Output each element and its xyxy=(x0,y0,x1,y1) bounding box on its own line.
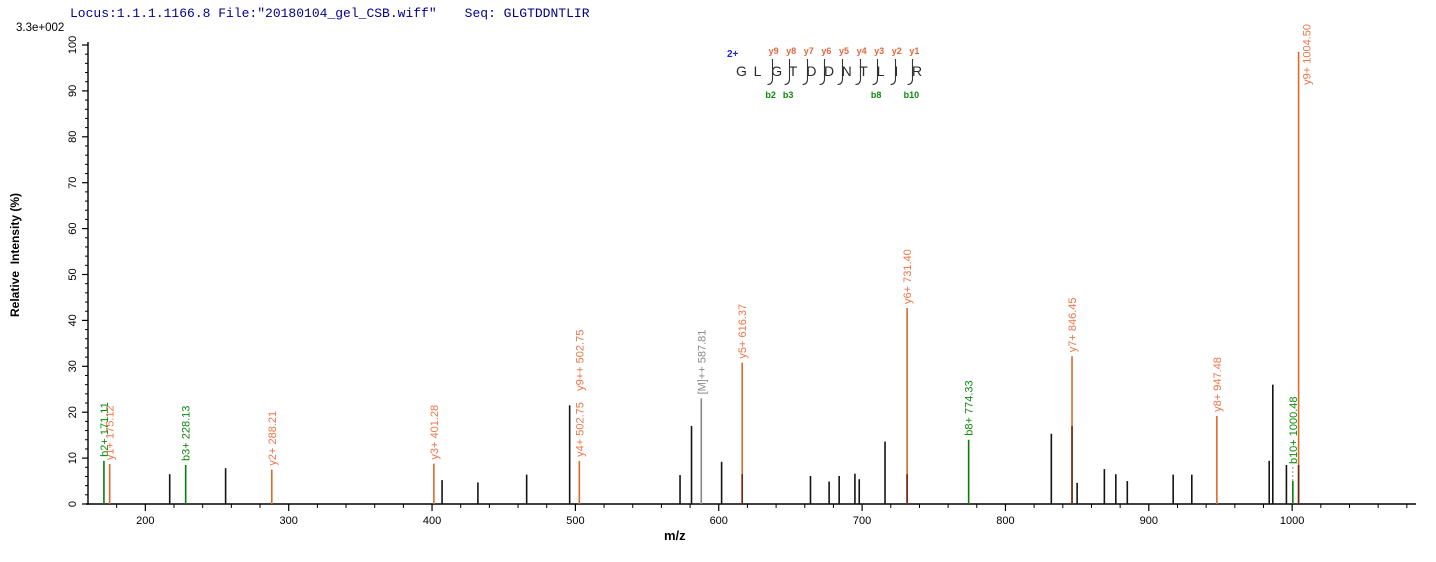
y-tick-label: 70 xyxy=(67,177,79,189)
residue-3-G: G xyxy=(771,63,783,79)
y-tick-label: 90 xyxy=(67,85,79,97)
y-ion-label-y9: y9 xyxy=(768,46,779,56)
residue-1-G: G xyxy=(736,63,747,79)
residue-9-L: L xyxy=(876,63,885,79)
y-ion-label-y4: y4 xyxy=(856,46,867,56)
y-ion-label-y1: y1 xyxy=(909,46,920,56)
peak-label: y7+ 846.45 xyxy=(1067,297,1079,352)
fragment-slash-icon xyxy=(784,59,791,86)
fragmentation-mark xyxy=(766,58,775,91)
fragment-slash-icon xyxy=(819,59,826,86)
peak-label: y6+ 731.40 xyxy=(902,249,914,304)
y-tick-label: 40 xyxy=(67,314,79,326)
fragment-slash-icon xyxy=(802,59,808,86)
residue-2-L: L xyxy=(753,63,762,79)
residue-7-N: N xyxy=(841,63,852,79)
peak-label: y4+ 502.75 xyxy=(574,402,586,457)
y-tick-label: 60 xyxy=(67,222,79,234)
y-tick-label: 30 xyxy=(67,360,79,372)
y-ion-label-y3: y3 xyxy=(874,46,885,56)
x-tick-label: 1000 xyxy=(1280,515,1304,527)
x-tick-label: 400 xyxy=(423,515,441,527)
fragmentation-mark xyxy=(854,58,863,91)
x-tick-label: 300 xyxy=(280,515,298,527)
x-tick-label: 200 xyxy=(136,515,154,527)
y-tick-label: 50 xyxy=(67,268,79,280)
y-tick-label: 80 xyxy=(67,131,79,143)
peak-label: y1+ 175.12 xyxy=(105,405,117,460)
precursor-charge-label: 2+ xyxy=(727,49,739,60)
residue-6-D: D xyxy=(824,63,835,79)
residue-8-T: T xyxy=(859,63,868,79)
y-ion-label-y8: y8 xyxy=(786,46,797,56)
fragmentation-mark xyxy=(889,58,898,91)
peak-label-secondary: y9++ 502.75 xyxy=(574,330,586,391)
peak-label: b8+ 774.33 xyxy=(964,380,976,435)
b-ion-label-b10: b10 xyxy=(903,90,920,100)
y-tick-label: 100 xyxy=(67,36,79,54)
fragmentation-mark xyxy=(871,58,880,91)
x-tick-label: 800 xyxy=(996,515,1014,527)
y-ion-label-y2: y2 xyxy=(891,46,902,56)
y-tick-label: 0 xyxy=(67,501,79,507)
peak-label: y9+ 1004.50 xyxy=(1302,24,1314,85)
fragmentation-mark xyxy=(836,58,845,91)
b-ion-label-b8: b8 xyxy=(870,90,882,100)
y-tick-label: 10 xyxy=(67,452,79,464)
peak-label: [M]++ 587.81 xyxy=(696,330,708,395)
y-tick-label: 20 xyxy=(67,406,79,418)
fragment-slash-icon xyxy=(890,59,896,86)
peak-label: b2+ 171.11 xyxy=(99,402,111,457)
fragment-slash-icon xyxy=(855,59,861,86)
b-ion-label-b3: b3 xyxy=(782,90,794,100)
b-ion-label-b2: b2 xyxy=(765,90,776,100)
peak-label: y5+ 616.37 xyxy=(737,304,749,359)
header: Locus:1.1.1.1166.8 File:"20180104_gel_CS… xyxy=(70,6,590,21)
peak-label: y2+ 288.21 xyxy=(267,411,279,466)
fragment-slash-icon xyxy=(907,59,914,86)
x-tick-label: 900 xyxy=(1140,515,1158,527)
fragmentation-mark xyxy=(818,58,827,91)
peak-label: y3+ 401.28 xyxy=(429,405,441,460)
y-ion-label-y6: y6 xyxy=(821,46,832,56)
base-peak-intensity-label: 3.3e+002 xyxy=(16,22,65,34)
residue-10-I: I xyxy=(894,63,899,79)
x-axis-title: m/z xyxy=(664,528,686,543)
peak-label: y8+ 947.48 xyxy=(1212,357,1224,412)
fragment-slash-icon xyxy=(872,59,879,86)
x-tick-label: 700 xyxy=(853,515,871,527)
fragmentation-mark xyxy=(783,58,792,91)
x-tick-label: 600 xyxy=(710,515,728,527)
peak-label: b10+ 1000.48 xyxy=(1288,396,1300,464)
fragment-slash-icon xyxy=(837,59,844,86)
residue-5-D: D xyxy=(806,63,817,79)
sequence-text: Seq: GLGTDDNTLIR xyxy=(464,6,590,21)
y-ion-label-y5: y5 xyxy=(838,46,849,56)
locus-file-text: Locus:1.1.1.1166.8 File:"20180104_gel_CS… xyxy=(70,6,437,21)
peak-label: b3+ 228.13 xyxy=(181,406,193,461)
y-ion-label-y7: y7 xyxy=(803,46,814,56)
residue-4-T: T xyxy=(788,63,798,79)
fragmentation-mark xyxy=(801,58,810,91)
residue-11-R: R xyxy=(912,63,923,79)
fragment-slash-icon xyxy=(767,59,773,86)
fragmentation-mark xyxy=(906,58,915,91)
x-tick-label: 500 xyxy=(566,515,584,527)
